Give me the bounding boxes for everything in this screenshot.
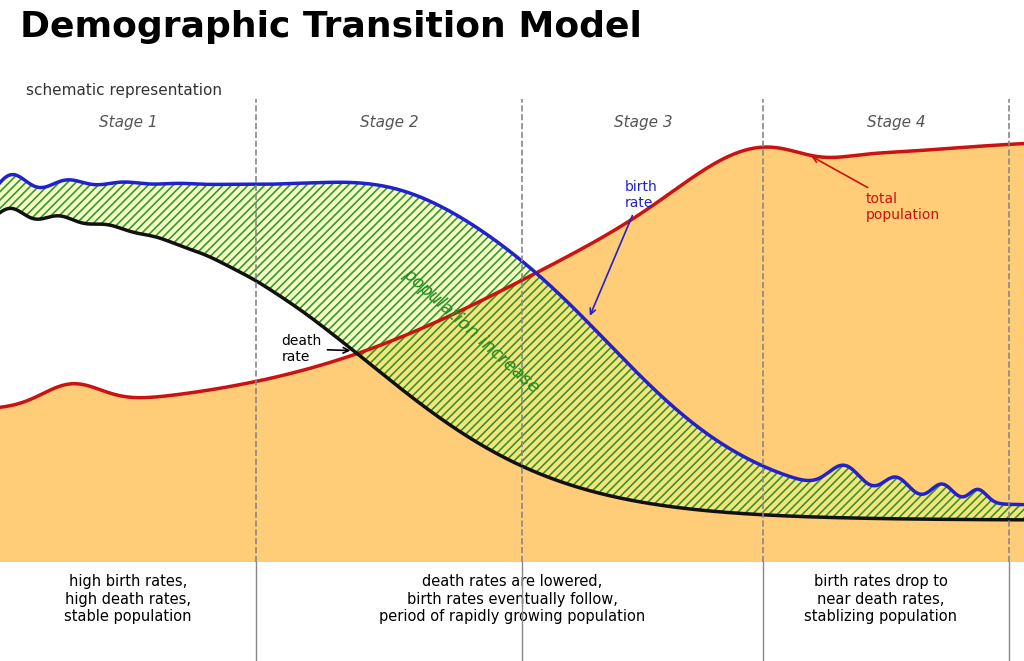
Text: birth rates drop to
near death rates,
stablizing population: birth rates drop to near death rates, st… (804, 574, 957, 624)
Text: death rates are lowered,
birth rates eventually follow,
period of rapidly growin: death rates are lowered, birth rates eve… (379, 574, 645, 624)
Text: death
rate: death rate (282, 334, 348, 364)
Text: Stage 3: Stage 3 (613, 115, 673, 130)
Text: Demographic Transition Model: Demographic Transition Model (20, 10, 642, 44)
Text: birth
rate: birth rate (590, 180, 657, 314)
Text: Stage 1: Stage 1 (98, 115, 158, 130)
Text: Stage 2: Stage 2 (359, 115, 419, 130)
Text: total
population: total population (813, 157, 939, 222)
Text: schematic representation: schematic representation (26, 83, 221, 98)
Text: high birth rates,
high death rates,
stable population: high birth rates, high death rates, stab… (65, 574, 191, 624)
Text: Stage 4: Stage 4 (866, 115, 926, 130)
Text: population increase: population increase (399, 264, 543, 397)
